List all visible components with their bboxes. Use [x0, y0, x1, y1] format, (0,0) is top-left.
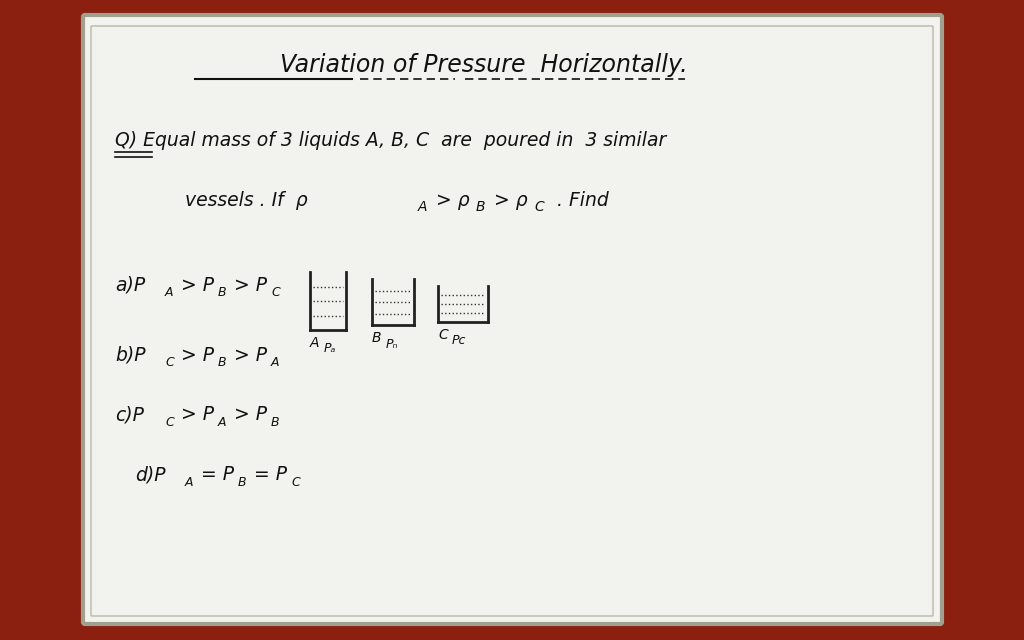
Text: = P: = P — [195, 465, 234, 484]
Text: > P: > P — [228, 346, 267, 365]
Text: B: B — [218, 355, 226, 369]
Text: Pₐ: Pₐ — [324, 342, 336, 355]
Text: C: C — [271, 285, 280, 298]
Text: Pₙ: Pₙ — [386, 337, 398, 351]
Text: C: C — [165, 355, 174, 369]
Text: A: A — [218, 415, 226, 429]
Text: > P: > P — [175, 346, 214, 365]
Text: A: A — [185, 476, 194, 488]
Text: > P: > P — [175, 406, 214, 424]
Text: Q) Equal mass of 3 liquids A, B, C  are  poured in  3 similar: Q) Equal mass of 3 liquids A, B, C are p… — [115, 131, 667, 150]
Text: d)P: d)P — [135, 465, 166, 484]
Text: C: C — [165, 415, 174, 429]
Text: > P: > P — [175, 275, 214, 294]
Text: A: A — [165, 285, 173, 298]
Text: vessels . If  ρ: vessels . If ρ — [185, 191, 307, 209]
Text: A: A — [418, 200, 427, 214]
Text: C: C — [438, 328, 447, 342]
Text: A: A — [271, 355, 280, 369]
FancyBboxPatch shape — [83, 15, 942, 624]
Text: > ρ: > ρ — [430, 191, 470, 209]
Text: . Find: . Find — [545, 191, 608, 209]
Text: B: B — [476, 200, 485, 214]
Text: C: C — [534, 200, 544, 214]
Text: > P: > P — [228, 406, 267, 424]
Text: B: B — [238, 476, 247, 488]
Text: c)P: c)P — [115, 406, 144, 424]
Text: C: C — [291, 476, 300, 488]
Text: B: B — [218, 285, 226, 298]
Text: > ρ: > ρ — [488, 191, 527, 209]
Text: Pc: Pc — [452, 335, 466, 348]
Text: b)P: b)P — [115, 346, 145, 365]
Text: A: A — [310, 336, 319, 350]
Text: B: B — [372, 331, 382, 345]
Text: Variation of Pressure  Horizontally.: Variation of Pressure Horizontally. — [280, 53, 688, 77]
Text: = P: = P — [248, 465, 287, 484]
Text: B: B — [271, 415, 280, 429]
Text: a)P: a)P — [115, 275, 145, 294]
Text: > P: > P — [228, 275, 267, 294]
